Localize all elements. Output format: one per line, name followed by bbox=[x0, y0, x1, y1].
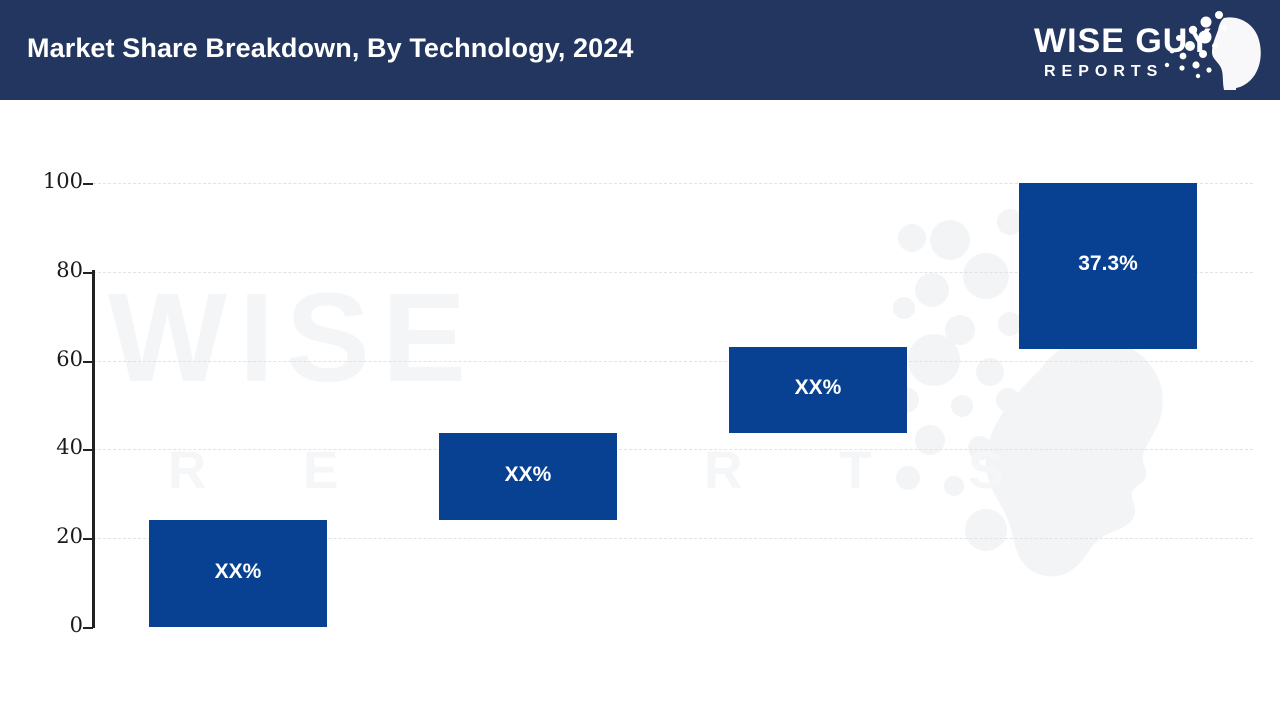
bar[interactable]: XX% bbox=[149, 520, 327, 627]
y-axis-tick-label: 80 bbox=[56, 257, 83, 282]
gridline bbox=[93, 360, 1253, 362]
bar-value-label: XX% bbox=[794, 376, 842, 400]
logo-wordmark-primary: WISE GUY bbox=[1034, 22, 1212, 60]
y-axis-tick-label: 20 bbox=[56, 524, 83, 549]
bar-value-label: XX% bbox=[504, 462, 552, 486]
logo-wordmark-secondary: REPORTS bbox=[1044, 63, 1163, 80]
y-axis-tick bbox=[83, 271, 93, 274]
y-axis-tick bbox=[83, 183, 93, 185]
y-axis-tick bbox=[83, 538, 93, 541]
y-axis-line bbox=[92, 270, 95, 628]
wiseguy-reports-logo: WISE GUY REPORTS bbox=[1010, 10, 1272, 92]
gridline bbox=[93, 449, 1253, 451]
gridline bbox=[93, 183, 1253, 184]
bar[interactable]: XX% bbox=[439, 432, 617, 521]
bar-value-label: XX% bbox=[214, 559, 262, 583]
bar[interactable]: XX% bbox=[729, 347, 907, 433]
gridline bbox=[93, 271, 1253, 273]
y-axis-tick bbox=[83, 449, 93, 452]
bar[interactable]: 37.3% bbox=[1019, 183, 1197, 349]
bar-value-label: 37.3% bbox=[1078, 251, 1138, 275]
y-axis-tick bbox=[83, 627, 93, 629]
watermark-text-primary: WISE bbox=[108, 267, 479, 408]
page-title: Market Share Breakdown, By Technology, 2… bbox=[27, 33, 634, 63]
y-axis-tick-label: 40 bbox=[56, 435, 83, 460]
y-axis-tick bbox=[83, 360, 93, 363]
y-axis-tick-label: 100 bbox=[42, 169, 83, 193]
logo-svg: WISE GUY REPORTS bbox=[1034, 11, 1261, 91]
page-header: Market Share Breakdown, By Technology, 2… bbox=[0, 0, 1280, 100]
gridline bbox=[93, 538, 1253, 540]
y-axis-tick-label: 0 bbox=[69, 613, 83, 637]
y-axis-tick-label: 60 bbox=[56, 346, 83, 371]
head-profile-dots-icon bbox=[1164, 11, 1261, 91]
